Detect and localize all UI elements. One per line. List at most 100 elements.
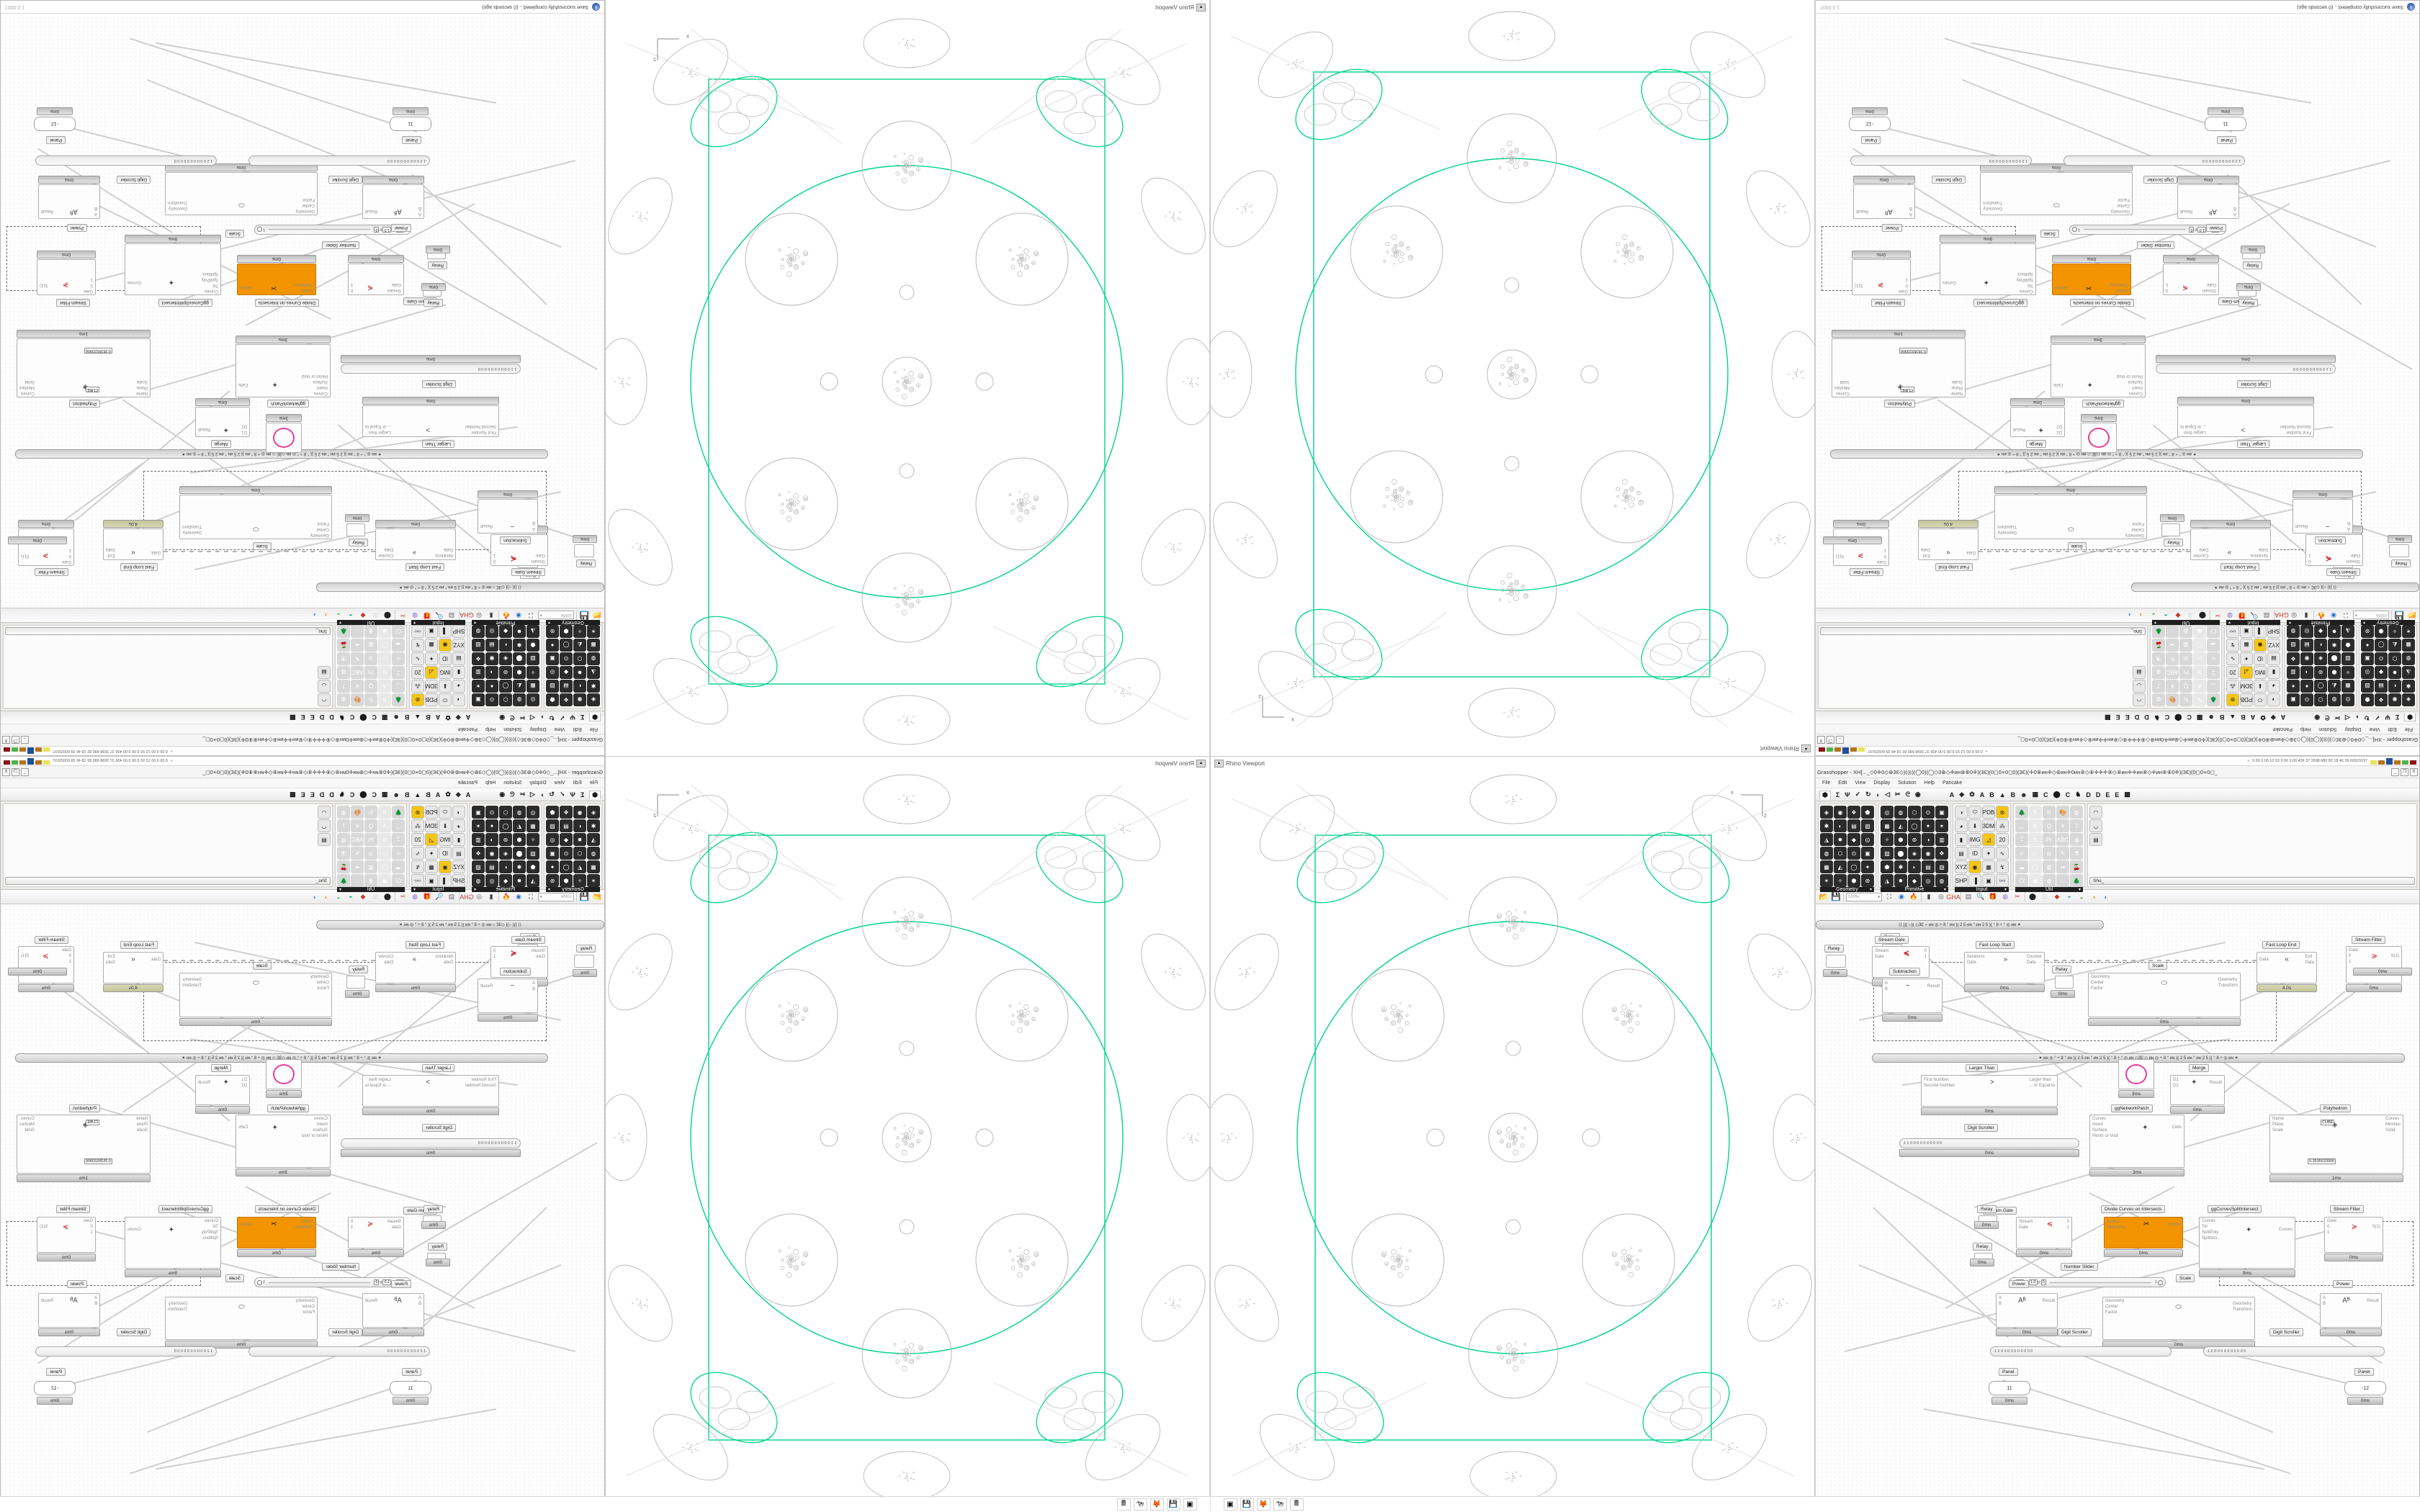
node-timing-larger-than[interactable]: 0ms	[362, 1107, 499, 1115]
ribbon-icon-geometry-6[interactable]: ▤	[560, 680, 573, 693]
ribbon-group-title-input[interactable]: Input	[411, 887, 465, 892]
ribbon-icon-primitive-28[interactable]: ◎	[2300, 625, 2313, 638]
canvas-node-polyhedron[interactable]: NamePlaneScale◈CurvesMeshesSolidCUBE0.35…	[1832, 338, 1966, 397]
ribbon-icon-geometry-22[interactable]: ⬢	[2375, 625, 2388, 638]
canvas-node-divide-curves-on-intersects[interactable]: curves Tolerance ✂ curves	[237, 264, 316, 295]
toolbar-icon-16[interactable]: ◑	[2092, 893, 2096, 901]
node-timing-right-1[interactable]: 0ms	[8, 968, 67, 976]
node-caption-number-slider[interactable]: Number Slider	[2137, 241, 2174, 249]
ribbon-icon-input-11[interactable]: 20	[1996, 833, 2009, 846]
ribbon-icon-input-6[interactable]: 3DM	[2240, 680, 2253, 693]
canvas-node-ggnetworkpatch[interactable]: Curves Invert Surface Perim or Void ✦ Cells	[236, 344, 331, 397]
ribbon-icon-geometry-16[interactable]: ▦	[587, 639, 600, 652]
node-timing-scale[interactable]: 0ms	[179, 1018, 332, 1026]
node-caption-ggcurvessplit[interactable]: ggCurvesSplitIntersect	[158, 299, 212, 307]
ribbon-icon-geometry-23[interactable]: ⊛	[1861, 874, 1874, 887]
toolbar-icon-17[interactable]: ◐	[312, 611, 316, 619]
polyhedron-scale-value[interactable]: 0.3535533906	[84, 348, 112, 354]
canvas-node-panel-left[interactable]: 11	[2205, 117, 2246, 131]
node-caption-panel-right[interactable]: Panel	[1861, 136, 1881, 144]
slider-handle[interactable]	[2072, 227, 2077, 233]
menu-item-view[interactable]: View	[2369, 726, 2380, 732]
node-timing-divide-curves[interactable]: 0ms	[237, 1249, 316, 1257]
ribbon-icon-geometry-16[interactable]: ▦	[1820, 860, 1833, 873]
ribbon-icon-util-10[interactable]: ⌶	[2207, 666, 2220, 679]
ribbon-icon-primitive-27[interactable]: ◆	[499, 625, 512, 638]
ribbon-icon-util-23[interactable]: ➡	[2166, 639, 2179, 652]
node-caption-stream-filter[interactable]: Stream Filter	[1849, 568, 1883, 576]
ribbon-icon-util-0[interactable]: 🌲	[392, 806, 405, 819]
ribbon-icon-util-10[interactable]: ⌶	[392, 666, 405, 679]
node-caption-stream-filter-2[interactable]: Stream Filter	[1870, 299, 1905, 307]
minimize-button[interactable]: _	[1836, 736, 1844, 744]
node-caption-scale[interactable]: Scale	[2067, 542, 2087, 550]
ribbon-icon-input-13[interactable]: ID	[439, 847, 452, 860]
ribbon-icon-util-25[interactable]: C/	[392, 874, 405, 887]
ribbon-icon-primitive-12[interactable]: ⊛	[1908, 833, 1921, 846]
ribbon-icon-util-8[interactable]: ⚘	[2056, 819, 2069, 832]
toolbar-icon-12[interactable]: ◍	[2042, 893, 2048, 900]
calculator-icon[interactable]: 🖩	[1116, 1498, 1131, 1511]
ribbon-icon-geometry-9[interactable]: ✸	[1834, 833, 1847, 846]
ribbon-icon-util-8[interactable]: ⚘	[351, 680, 364, 693]
menu-item-file[interactable]: File	[1822, 780, 1831, 786]
ribbon-icon-primitive-14[interactable]: ▥	[472, 666, 485, 679]
ribbon-icon-primitive-23[interactable]: ▤	[485, 639, 498, 652]
node-caption-polyhedron[interactable]: Polyhedron	[1884, 400, 1915, 408]
menu-bar[interactable]: File Edit View Display Solution Help Pancake	[1, 778, 604, 788]
ribbon-icon-util-16[interactable]: ▷	[378, 652, 391, 665]
ribbon-icon-util-8[interactable]: ⚘	[2166, 680, 2179, 693]
toolbar-icon-17[interactable]: ◐	[312, 893, 316, 901]
ribbon-icon-primitive-20[interactable]: ⬟	[2341, 639, 2354, 652]
ribbon-icon-util-28[interactable]: ◌	[2056, 874, 2069, 887]
toolbar-open-file[interactable]: 📂	[591, 611, 601, 619]
ribbon-icon-util-11[interactable]: fx	[378, 666, 391, 679]
canvas-node-power-left[interactable]: A B Aᴮ Result	[362, 1293, 424, 1328]
toolbar-icon-4[interactable]: ◎	[476, 612, 482, 619]
menu-item-edit[interactable]: Edit	[1838, 780, 1847, 786]
grasshopper-canvas[interactable]: Relay24ms⟨⟩ ))( ○)( ◇3Ɛ ○ ин ◎ ÷ 8 ° ин …	[1, 14, 604, 608]
ribbon-icon-primitive-7[interactable]: ◯	[2314, 680, 2327, 693]
ribbon-icon-input-22[interactable]: ▣	[2240, 625, 2253, 638]
node-caption-relay-lower-0[interactable]: Relay	[2238, 299, 2258, 307]
polyhedron-scale-value[interactable]: 0.3535533906	[1899, 348, 1927, 354]
ribbon-tab-10[interactable]: A	[465, 714, 471, 721]
ribbon-icon-input-16[interactable]: XYZ	[2267, 639, 2280, 652]
node-timing-fast-loop-start[interactable]: 0ms	[375, 984, 456, 992]
canvas-node-stream-filter-2[interactable]: Gate 0 1 ≽ S(1)	[1852, 259, 1911, 295]
ribbon-icon-primitive-20[interactable]: ⬟	[526, 639, 539, 652]
node-caption-digit-scroller-3[interactable]: Digit Scroller	[117, 176, 151, 184]
ribbon-tab-5[interactable]: ◗	[1876, 791, 1881, 798]
ribbon-icon-primitive-24[interactable]: ▧	[472, 639, 485, 652]
toolbar-icon-13[interactable]: ◆	[2054, 893, 2060, 900]
ribbon-icon-primitive-1[interactable]: ◍	[1894, 806, 1907, 819]
ribbon-icon-util-14[interactable]: ◍	[2070, 833, 2083, 846]
toolbar-icon-4[interactable]: ◎	[2291, 612, 2297, 619]
ribbon-icon-util-11[interactable]: fx	[2193, 666, 2206, 679]
node-timing-divide-curves[interactable]: 0ms	[2104, 1249, 2183, 1257]
ribbon-icon-input-8[interactable]: ▮	[2267, 666, 2280, 679]
canvas-node-fast-loop-start[interactable]: Iterations Data» Counter Data	[1964, 952, 2045, 984]
ribbon-tab-9[interactable]: ◉	[499, 714, 506, 721]
ribbon-icon-util-14[interactable]: ◍	[337, 666, 350, 679]
ribbon-icon-primitive-10[interactable]: ✧	[1881, 833, 1894, 846]
ribbon-icon-primitive-10[interactable]: ✧	[2341, 666, 2354, 679]
toolbar-icon-11[interactable]: ⬤	[383, 612, 392, 619]
ribbon-icon-util-7[interactable]: Q	[2179, 680, 2192, 693]
ribbon-icon-geometry-16[interactable]: ▦	[587, 860, 600, 873]
toolbar-icon-11[interactable]: ⬤	[383, 893, 392, 900]
ribbon-icon-util-15[interactable]: ➪	[2207, 652, 2220, 665]
node-timing-relay-lower-1[interactable]: 0ms	[426, 1259, 450, 1266]
ribbon-tab-22[interactable]: ♞	[339, 791, 345, 798]
toolbar-icon-2[interactable]: 🔥	[1909, 893, 1918, 900]
ribbon-icon-geometry-7[interactable]: ▧	[546, 819, 559, 832]
node-caption-divide-curves[interactable]: Divide Curves on Intersects	[254, 1205, 319, 1213]
ribbon-icon-util-18[interactable]: ✎	[2166, 652, 2179, 665]
ribbon-icon-geometry-7[interactable]: ▧	[1861, 819, 1874, 832]
ribbon-icon-geometry-8[interactable]: ◮	[587, 666, 600, 679]
ribbon-tab-23[interactable]: D	[329, 791, 334, 798]
slider-handle[interactable]	[2158, 1279, 2163, 1285]
node-caption-merge[interactable]: Merge	[2189, 1064, 2210, 1072]
node-timing-ggnetworkpatch[interactable]: 3ms	[236, 1169, 331, 1176]
